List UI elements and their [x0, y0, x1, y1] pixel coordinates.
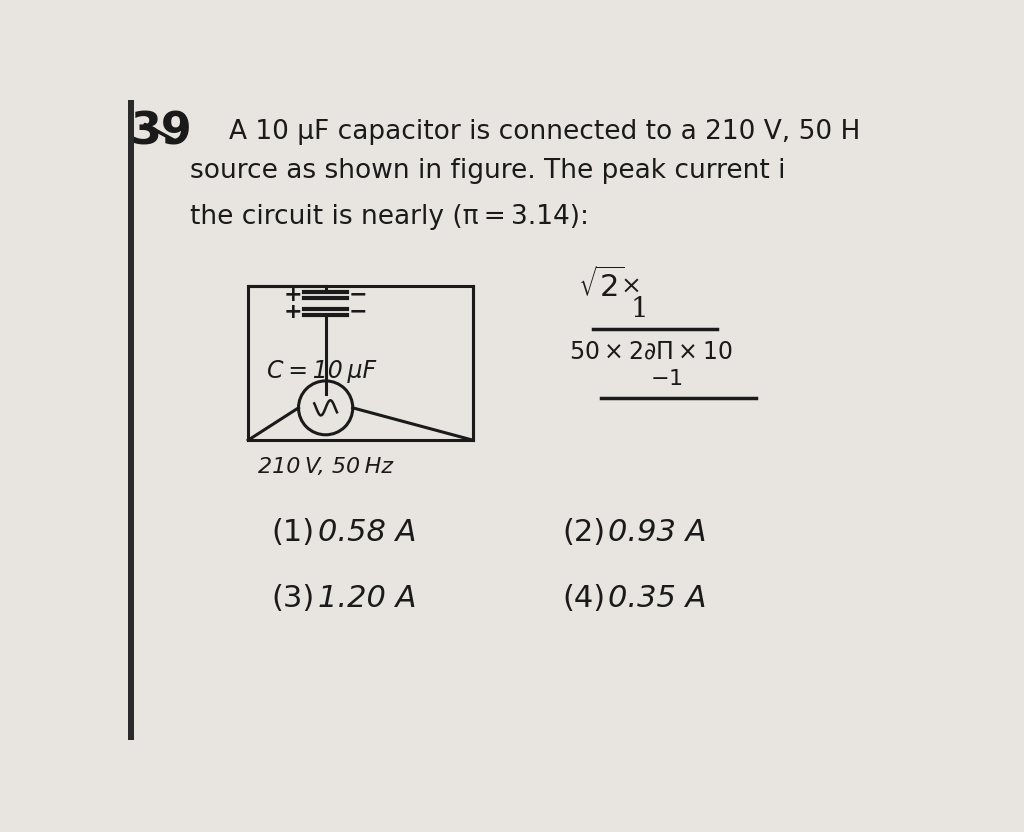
Text: ×: × — [621, 275, 641, 298]
Text: 210 V, 50 Hz: 210 V, 50 Hz — [258, 457, 393, 477]
Text: 39: 39 — [130, 111, 191, 154]
Text: source as shown in figure. The peak current i: source as shown in figure. The peak curr… — [190, 158, 785, 184]
Text: (1): (1) — [271, 518, 314, 547]
Text: $50\times 2\partial\Pi \times 10$: $50\times 2\partial\Pi \times 10$ — [569, 340, 733, 363]
Text: $-1$: $-1$ — [650, 368, 683, 389]
Text: 0.58 A: 0.58 A — [317, 518, 417, 547]
Text: 1.20 A: 1.20 A — [317, 583, 417, 612]
Text: 1: 1 — [631, 296, 648, 323]
Text: 0.93 A: 0.93 A — [608, 518, 707, 547]
Text: (3): (3) — [271, 583, 314, 612]
Text: A 10 μF capacitor is connected to a 210 V, 50 H: A 10 μF capacitor is connected to a 210 … — [228, 119, 860, 145]
Text: $\sqrt{2}$: $\sqrt{2}$ — [578, 268, 624, 305]
Bar — [128, 100, 134, 740]
Text: the circuit is nearly (π = 3.14):: the circuit is nearly (π = 3.14): — [190, 204, 589, 230]
Text: 0.35 A: 0.35 A — [608, 583, 707, 612]
Text: −: − — [349, 285, 368, 305]
Text: −: − — [349, 301, 368, 322]
Text: C = 10 μF: C = 10 μF — [267, 359, 376, 383]
Bar — [248, 286, 473, 440]
Text: (4): (4) — [562, 583, 605, 612]
Text: +: + — [284, 301, 302, 322]
Text: (2): (2) — [562, 518, 605, 547]
Text: +: + — [284, 285, 302, 305]
